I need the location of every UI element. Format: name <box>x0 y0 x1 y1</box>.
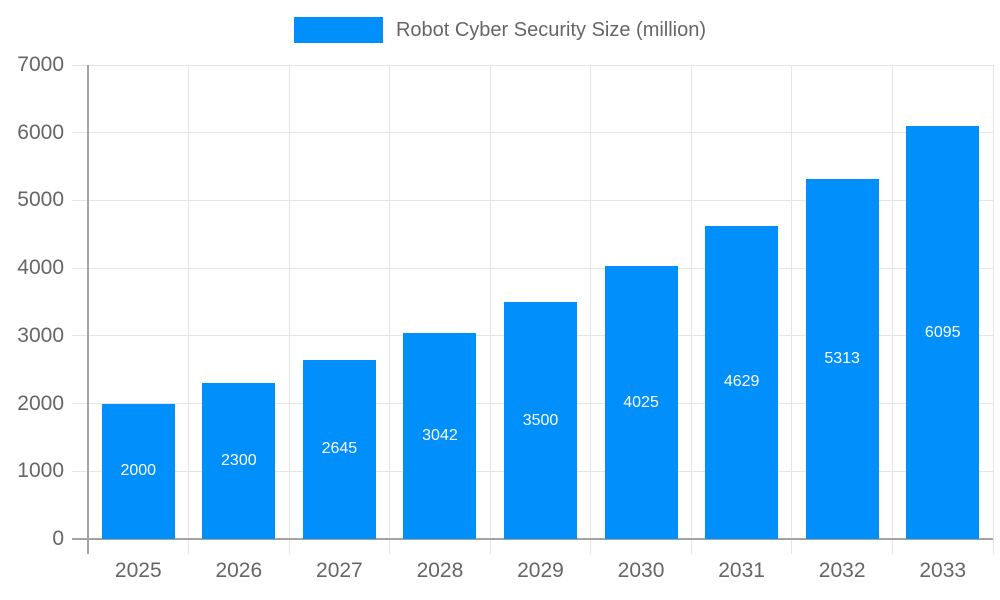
bar-value-label: 2645 <box>321 440 358 458</box>
gridline-horizontal <box>72 64 993 66</box>
gridline-vertical <box>288 65 290 554</box>
y-axis-tick-label: 4000 <box>17 256 64 280</box>
gridline-vertical <box>188 65 190 554</box>
y-axis-tick-label: 5000 <box>17 188 64 212</box>
x-axis-tick-label: 2025 <box>114 559 162 582</box>
y-axis-tick-label: 1000 <box>17 459 64 483</box>
bar[interactable]: 3042 <box>403 333 477 539</box>
bar[interactable]: 2300 <box>202 383 276 539</box>
bar[interactable]: 2000 <box>101 403 175 539</box>
bar[interactable]: 3500 <box>504 302 577 539</box>
gridline-vertical <box>791 65 793 554</box>
bar[interactable]: 2645 <box>302 359 376 539</box>
x-axis-tick-label: 2026 <box>215 559 263 582</box>
bar-value-label: 3042 <box>422 426 458 444</box>
gridline-horizontal <box>72 199 993 201</box>
bar[interactable]: 4025 <box>604 266 678 539</box>
gridline-horizontal <box>72 267 993 269</box>
bar-value-label: 4629 <box>723 373 760 391</box>
bar-value-label: 2000 <box>120 462 157 480</box>
y-axis-tick-label: 6000 <box>17 120 64 144</box>
legend-label: Robot Cyber Security Size (million) <box>395 18 707 41</box>
bar[interactable]: 4629 <box>705 225 779 539</box>
bar[interactable]: 5313 <box>805 179 879 539</box>
gridline-vertical <box>389 65 391 554</box>
x-axis-tick-label: 2029 <box>517 559 564 582</box>
gridline-horizontal <box>72 132 993 134</box>
x-axis-tick-label: 2028 <box>416 559 464 582</box>
x-axis-tick-label: 2027 <box>316 559 363 582</box>
gridline-vertical <box>891 65 893 554</box>
y-axis-tick-label: 2000 <box>17 391 64 415</box>
x-axis-tick-label: 2033 <box>919 559 967 582</box>
gridline-vertical <box>489 65 491 554</box>
y-axis-tick-label: 3000 <box>17 323 64 347</box>
bar-value-label: 5313 <box>824 350 860 368</box>
x-axis-tick-label: 2032 <box>818 559 866 582</box>
x-axis-line <box>72 538 993 540</box>
bar-value-label: 6095 <box>924 323 961 341</box>
bar-value-label: 3500 <box>522 411 559 429</box>
bar-value-label: 4025 <box>623 393 659 411</box>
legend-swatch <box>293 17 383 43</box>
legend-item[interactable]: Robot Cyber Security Size (million) <box>0 14 1000 46</box>
gridline-vertical <box>690 65 692 554</box>
bar[interactable]: 6095 <box>906 126 980 539</box>
y-axis-tick-label: 7000 <box>17 53 64 76</box>
gridline-vertical <box>992 65 994 554</box>
y-axis-line <box>87 65 89 554</box>
x-axis-tick-label: 2031 <box>718 559 765 582</box>
bar-value-label: 2300 <box>221 452 257 470</box>
x-axis-tick-label: 2030 <box>617 559 665 582</box>
y-axis-tick-label: 0 <box>52 527 64 550</box>
gridline-vertical <box>590 65 592 554</box>
